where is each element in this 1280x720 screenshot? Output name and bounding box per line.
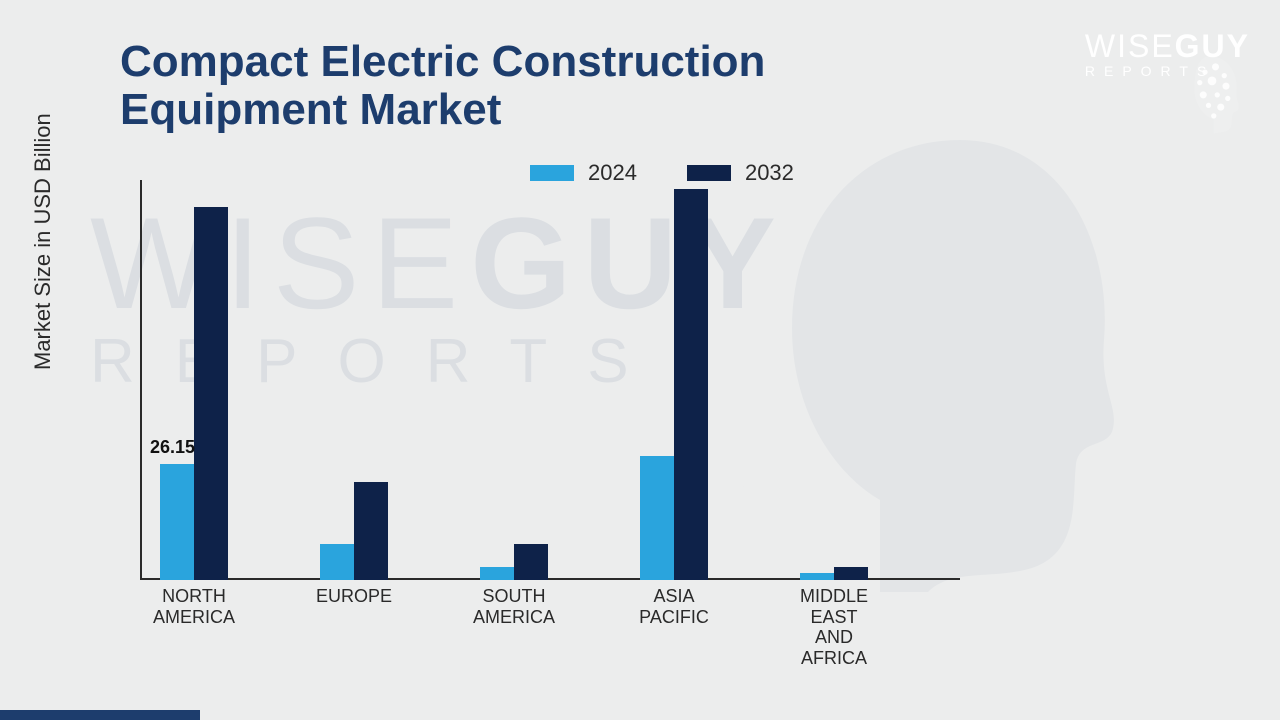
bar-2032 <box>194 207 228 580</box>
bar-2024 <box>160 464 194 580</box>
bar-2024 <box>480 567 514 580</box>
bar-2024 <box>800 573 834 580</box>
y-axis-line <box>140 180 142 580</box>
infographic-canvas: WISEGUY REPORTS WISEGUY REPORTS Compact … <box>0 0 1280 720</box>
bar-2032 <box>514 544 548 580</box>
bar-2032 <box>354 482 388 580</box>
y-axis-label: Market Size in USD Billion <box>30 113 56 370</box>
category-label: SOUTH AMERICA <box>439 586 589 627</box>
plot-area: 26.15NORTH AMERICAEUROPESOUTH AMERICAASI… <box>140 180 960 580</box>
category-label: ASIA PACIFIC <box>599 586 749 627</box>
bar-2024 <box>320 544 354 580</box>
legend-swatch-2032 <box>687 165 731 181</box>
category-label: NORTH AMERICA <box>119 586 269 627</box>
chart-region: Market Size in USD Billion 2024 2032 26.… <box>100 160 970 700</box>
chart-title: Compact Electric Construction Equipment … <box>120 38 840 135</box>
category-label: MIDDLE EAST AND AFRICA <box>759 586 909 669</box>
bar-2032 <box>834 567 868 580</box>
brand-logo: WISEGUY REPORTS <box>1085 28 1250 79</box>
logo-head-icon <box>1170 54 1240 134</box>
bar-value-label: 26.15 <box>150 437 195 458</box>
bar-2032 <box>674 189 708 580</box>
category-label: EUROPE <box>279 586 429 607</box>
bottom-accent-bar <box>0 710 200 720</box>
legend-swatch-2024 <box>530 165 574 181</box>
logo-line1a: WISE <box>1085 28 1175 64</box>
bar-2024 <box>640 456 674 580</box>
